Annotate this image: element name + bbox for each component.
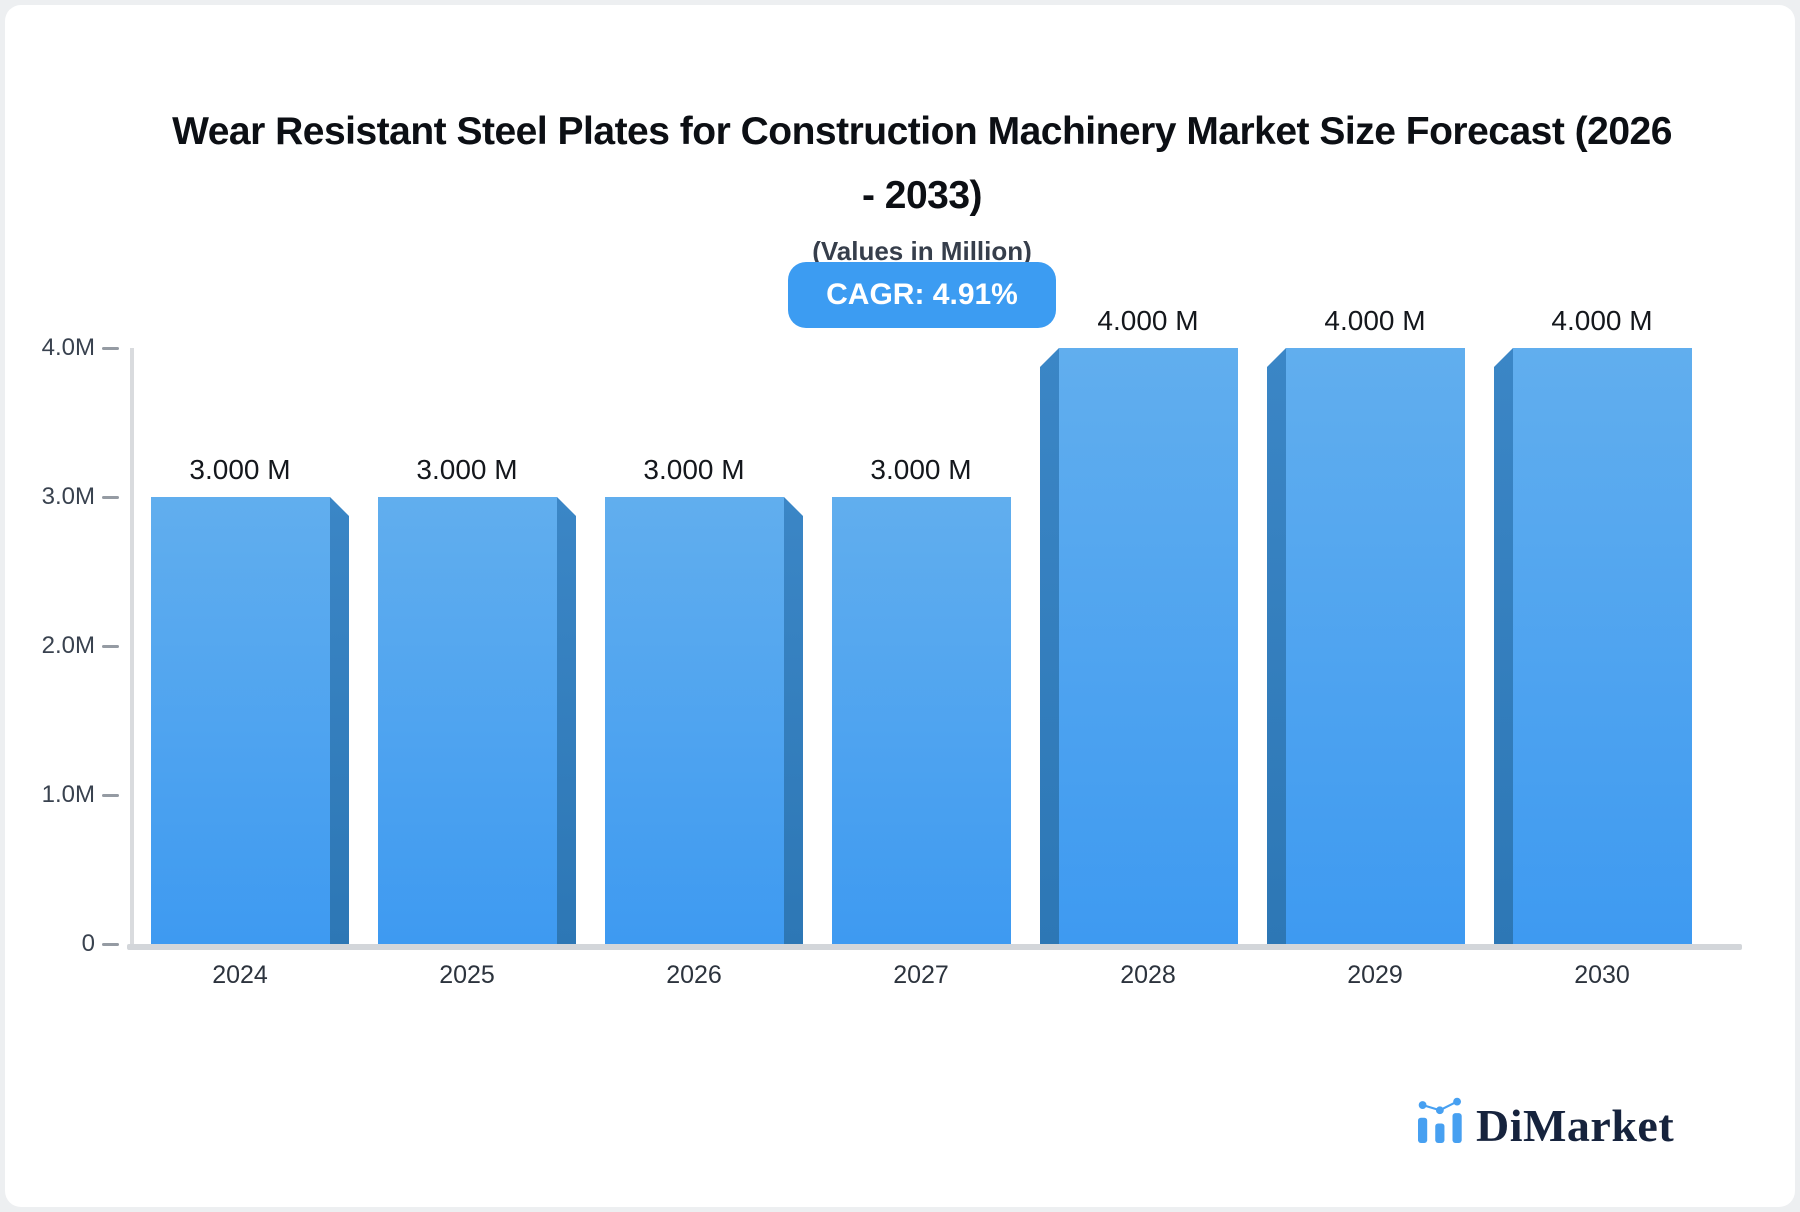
chart-subtitle: (Values in Million): [812, 236, 1032, 266]
mini-bar-chart-icon: [1418, 1097, 1462, 1143]
bar-value-label: 3.000 M: [189, 454, 291, 485]
bar-3d-side: [1267, 348, 1286, 944]
y-tick-label: 2.0M: [41, 632, 95, 659]
bar-3d-side: [557, 497, 576, 944]
y-tick-label: 0: [81, 930, 95, 957]
bar-3d-side: [1494, 348, 1513, 944]
bar-2027[interactable]: [832, 497, 1011, 944]
bar-3d-side: [784, 497, 803, 944]
x-axis-label: 2028: [1120, 961, 1176, 989]
chart-header: Wear Resistant Steel Plates for Construc…: [0, 100, 1800, 328]
y-tick-label: 1.0M: [41, 781, 95, 808]
bar-value-label: 4.000 M: [1551, 305, 1653, 336]
bar-3d-side: [1040, 348, 1059, 944]
y-tick-mark: [102, 943, 119, 946]
bar-value-label: 3.000 M: [870, 454, 972, 485]
x-axis-label: 2027: [893, 961, 949, 989]
y-tick-mark: [102, 794, 119, 797]
brand-logo: DiMarket: [1418, 1096, 1674, 1149]
y-tick-mark: [102, 496, 119, 499]
cagr-badge: CAGR: 4.91%: [788, 262, 1056, 328]
bar-2028[interactable]: [1059, 348, 1238, 944]
x-axis-label: 2025: [439, 961, 495, 989]
bar-value-label: 4.000 M: [1097, 305, 1199, 336]
y-axis-line: [130, 348, 134, 950]
bar-value-label: 3.000 M: [643, 454, 745, 485]
x-axis-label: 2029: [1347, 961, 1403, 989]
bar-2026[interactable]: [605, 497, 784, 944]
brand-name: DiMarket: [1476, 1100, 1675, 1151]
x-axis-label: 2026: [666, 961, 722, 989]
bar-2025[interactable]: [378, 497, 557, 944]
bar-2024[interactable]: [151, 497, 330, 944]
y-tick-mark: [102, 347, 119, 350]
y-tick-mark: [102, 645, 119, 648]
page-title: Wear Resistant Steel Plates for Construc…: [172, 110, 1672, 153]
page-title-line2: - 2033): [861, 174, 983, 217]
bar-3d-side: [330, 497, 349, 944]
y-tick-label: 4.0M: [41, 334, 95, 361]
y-tick-label: 3.0M: [41, 483, 95, 510]
bar-value-label: 4.000 M: [1324, 305, 1426, 336]
x-axis-baseline: [127, 944, 1742, 950]
bar-value-label: 3.000 M: [416, 454, 518, 485]
x-axis-label: 2030: [1574, 961, 1630, 989]
bar-2030[interactable]: [1513, 348, 1692, 944]
x-axis-label: 2024: [212, 961, 268, 989]
bar-2029[interactable]: [1286, 348, 1465, 944]
